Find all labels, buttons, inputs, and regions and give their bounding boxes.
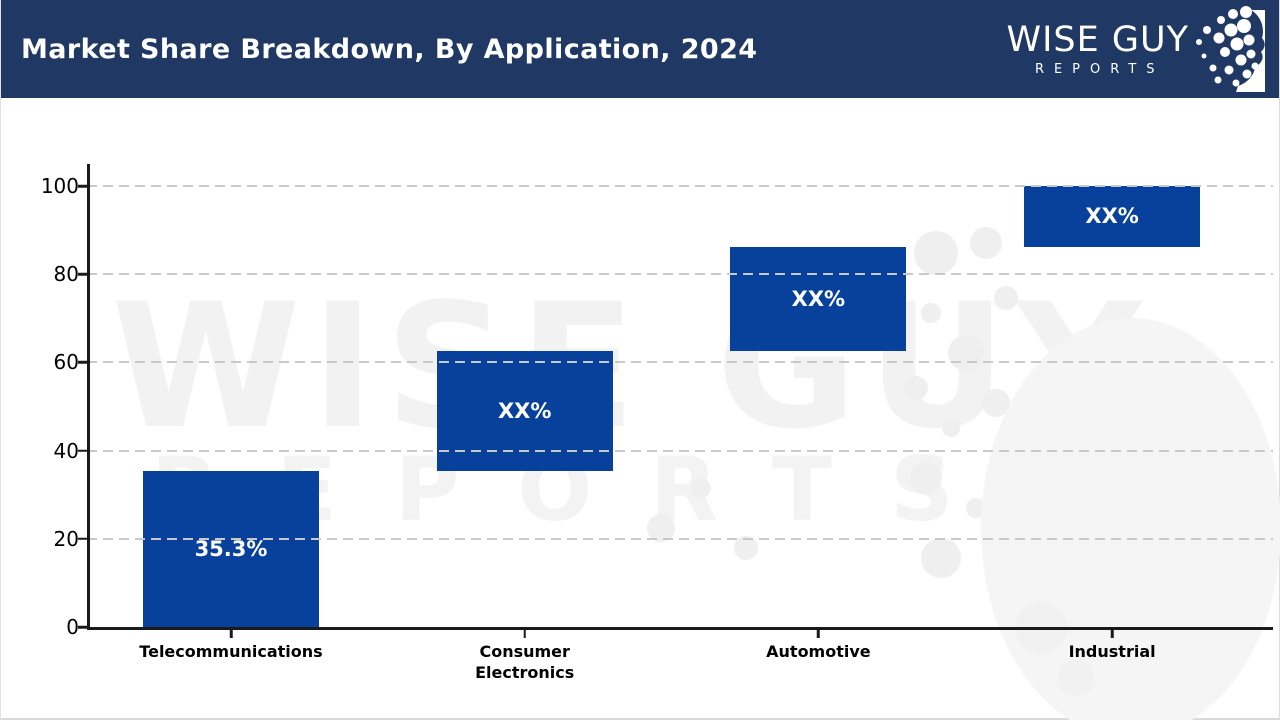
y-tick-80 — [78, 272, 87, 276]
dot-face-logo-icon — [1196, 6, 1265, 92]
gridline-60 — [87, 361, 1273, 364]
gridline-20 — [87, 537, 1273, 540]
bar-value-label: 35.3% — [194, 537, 268, 562]
x-tick-3 — [817, 629, 820, 638]
y-tick-0 — [78, 625, 87, 629]
bar-segment-2: XX% — [436, 350, 613, 472]
y-tick-label-100: 100 — [40, 174, 79, 198]
y-tick-label-40: 40 — [53, 438, 79, 463]
x-tick-label-1: Telecommunications — [139, 642, 323, 661]
x-tick-4 — [1110, 629, 1114, 638]
brand-subname: REPORTS — [1034, 61, 1165, 77]
x-tick-1 — [229, 629, 233, 638]
x-tick-label-2: Consumer Electronics — [475, 642, 575, 682]
bar-value-label: XX% — [497, 399, 552, 424]
y-tick-60 — [78, 361, 87, 364]
chart-title: Market Share Breakdown, By Application, … — [21, 33, 758, 65]
brand-logo: WISE GUY REPORTS — [1006, 6, 1265, 92]
x-axis-line — [87, 627, 1273, 630]
watermark-text-1: WISE GUY — [111, 266, 1152, 467]
y-axis-line — [87, 164, 90, 629]
gridline-80 — [87, 273, 1273, 276]
bar-segment-4: XX% — [1024, 186, 1201, 247]
y-tick-label-0: 0 — [66, 615, 79, 639]
gridline-100 — [87, 185, 1273, 187]
x-tick-2 — [523, 629, 526, 638]
y-tick-label-80: 80 — [53, 262, 79, 287]
y-tick-label-20: 20 — [53, 526, 79, 551]
bar-segment-3: XX% — [730, 246, 907, 351]
chart-canvas: WISE GUY REPORTS 0 20 40 60 80 100 35.3% Teleco… — [1, 98, 1280, 720]
brand-name: WISE GUY — [1006, 19, 1189, 60]
bar-segment-1: 35.3% — [143, 471, 319, 627]
gridline-40 — [87, 449, 1273, 452]
y-tick-label-60: 60 — [53, 350, 79, 375]
x-tick-label-3: Automotive — [766, 642, 871, 661]
bar-value-label: XX% — [791, 286, 846, 311]
y-tick-20 — [78, 537, 87, 541]
x-tick-label-4: Industrial — [1068, 642, 1156, 661]
bar-value-label: XX% — [1085, 204, 1139, 229]
y-tick-40 — [78, 449, 87, 452]
y-tick-100 — [78, 184, 87, 188]
header-bar: Market Share Breakdown, By Application, … — [1, 0, 1279, 98]
